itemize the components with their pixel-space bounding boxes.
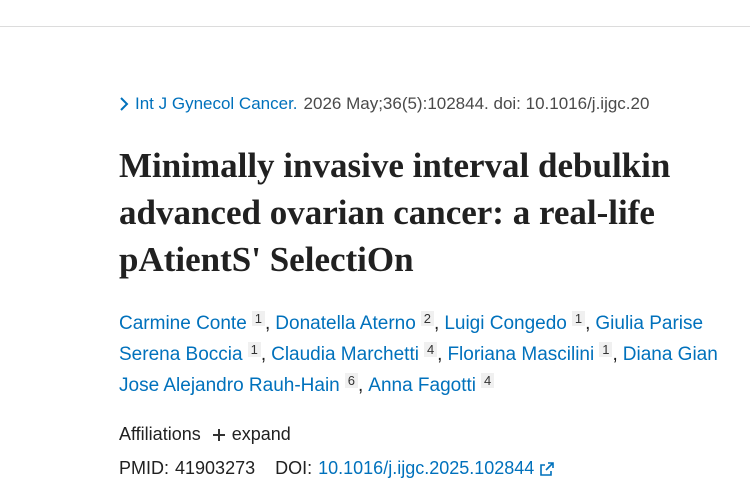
author-link[interactable]: Carmine Conte — [119, 313, 247, 334]
separator: , — [260, 344, 267, 365]
affiliation-number[interactable]: 4 — [423, 341, 438, 357]
citation: Int J Gynecol Cancer. 2026 May;36(5):102… — [119, 94, 649, 114]
author-link[interactable]: Luigi Congedo — [444, 313, 567, 334]
author-link[interactable]: Donatella Aterno — [275, 313, 416, 334]
affiliations-label: Affiliations — [119, 424, 201, 444]
author-link[interactable]: Floriana Mascilini — [447, 344, 595, 365]
separator: , — [357, 375, 364, 396]
chevron-icon — [120, 97, 129, 111]
separator: , — [265, 313, 271, 334]
author-row: Serena Boccia 1, Claudia Marchetti 4, Floria… — [119, 341, 718, 366]
expand-button[interactable]: expand — [231, 424, 291, 444]
affiliations: Affiliations expand — [119, 424, 291, 445]
affiliation-number[interactable]: 1 — [251, 310, 266, 326]
author-row: Carmine Conte 1, Donatella Aterno 2, Luigi C… — [119, 310, 704, 335]
external-link-icon[interactable] — [539, 461, 555, 477]
pmid: 41903273 — [175, 458, 256, 478]
identifiers: PMID: 41903273 DOI: 10.1016/j.ijgc.2025.… — [119, 458, 555, 479]
header-border — [0, 26, 750, 27]
author-link[interactable]: Giulia Parise — [595, 313, 704, 334]
plus-icon[interactable] — [211, 427, 227, 443]
author-link[interactable]: Jose Alejandro Rauh-Hain — [119, 375, 340, 396]
doi-link[interactable]: 10.1016/j.ijgc.2025.102844 — [318, 458, 535, 478]
separator: , — [612, 344, 618, 365]
citation-details: 2026 May;36(5):102844. doi: 10.1016/j.ij… — [303, 94, 650, 113]
title-line: advanced ovarian cancer: a real-life — [119, 193, 655, 232]
separator: , — [434, 313, 440, 334]
doi-label: DOI: — [275, 458, 313, 478]
author-row: Jose Alejandro Rauh-Hain 6, Anna Fagotti 4 — [119, 372, 495, 397]
affiliation-number[interactable]: 2 — [420, 310, 435, 326]
author-link[interactable]: Diana Gian — [622, 344, 718, 365]
journal-link[interactable]: Int J Gynecol Cancer. — [135, 94, 298, 113]
author-link[interactable]: Serena Boccia — [119, 344, 243, 365]
author-link[interactable]: Anna Fagotti — [368, 375, 477, 396]
pmid-label: PMID: — [119, 458, 170, 478]
affiliation-number[interactable]: 1 — [571, 310, 586, 326]
author-link[interactable]: Claudia Marchetti — [271, 344, 419, 365]
separator: , — [437, 344, 443, 365]
affiliation-number[interactable]: 1 — [247, 341, 261, 357]
title-line: pAtientS' SelectiOn — [119, 240, 414, 279]
affiliation-number[interactable]: 1 — [599, 341, 613, 357]
affiliation-number[interactable]: 4 — [481, 372, 495, 388]
title-line: Minimally invasive interval debulkin — [119, 146, 671, 185]
affiliation-number[interactable]: 6 — [344, 372, 358, 388]
separator: , — [585, 313, 591, 334]
